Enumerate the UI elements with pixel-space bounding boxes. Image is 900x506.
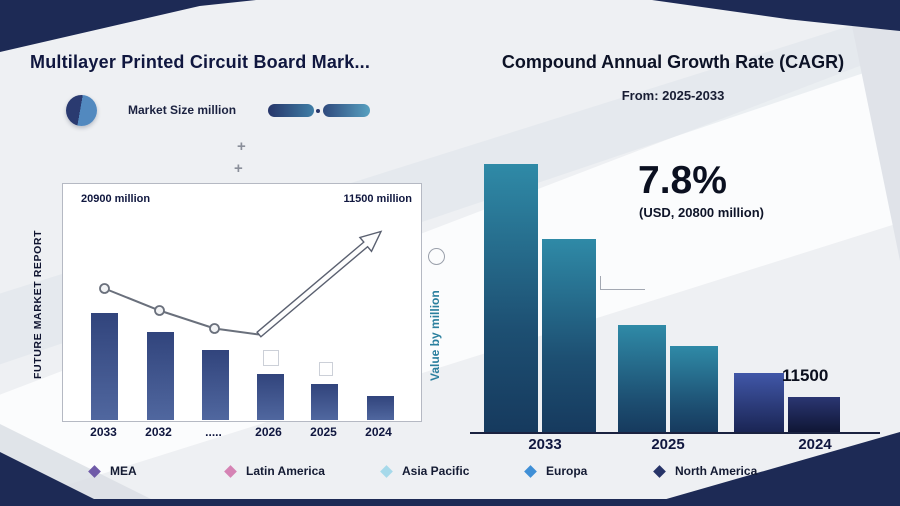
legend-item-latin-america: Latin America	[224, 464, 325, 478]
market-size-legend-label: Market Size million	[128, 103, 237, 117]
legend-item-asia-pacific: Asia Pacific	[380, 464, 470, 478]
value-annotation-11500: 11500	[782, 366, 829, 385]
diamond-icon	[88, 464, 101, 478]
pill-separator-dot	[316, 109, 320, 113]
left-panel-title: Multilayer Printed Circuit Board Mark...	[30, 52, 371, 72]
x-label: 2033	[90, 425, 117, 439]
legend-item-mea: MEA	[88, 464, 137, 478]
region-legend: MEA Latin America Asia Pacific Europa No…	[0, 464, 900, 490]
bar-2032	[147, 332, 174, 420]
legend-item-europa: Europa	[524, 464, 588, 478]
year-label: 2033	[528, 436, 562, 453]
plus-glyph: +	[237, 138, 246, 155]
chart-annotation-right: 11500 million	[343, 193, 412, 205]
bottom-strip	[0, 499, 900, 506]
cagr-bar-2033-b	[542, 239, 596, 432]
cagr-callout: 7.8% (USD, 20800 million)	[614, 159, 864, 220]
cagr-bar-2025-a	[618, 324, 666, 432]
x-label: 2025	[310, 425, 337, 439]
right-chart-x-axis: 2033 2025 2024	[470, 436, 880, 456]
right-panel-subtitle: From: 2025-2033	[621, 88, 725, 103]
legend-label: Latin America	[246, 464, 325, 478]
x-label: .....	[205, 425, 222, 439]
chart-annotation-left: 20900 million	[81, 193, 151, 205]
legend-label: Asia Pacific	[402, 464, 470, 478]
plus-glyph: +	[234, 160, 243, 177]
legend-label: MEA	[110, 464, 137, 478]
market-size-chart: 20900 million 11500 million	[62, 183, 422, 422]
square-outline-deco	[319, 362, 333, 376]
cagr-bar-2033-a	[484, 164, 538, 432]
cagr-detail: (USD, 20800 million)	[639, 204, 764, 220]
bar-2025	[311, 383, 338, 420]
square-outline-deco	[263, 350, 279, 366]
x-label: 2024	[365, 425, 392, 439]
diamond-icon	[524, 464, 537, 478]
diamond-icon	[224, 464, 237, 478]
year-label: 2024	[798, 436, 832, 453]
step-line-deco	[600, 276, 645, 290]
cagr-percentage: 7.8%	[638, 159, 727, 202]
cagr-bar-2024-a	[734, 373, 784, 432]
bar-2033	[91, 313, 118, 420]
diamond-icon	[653, 464, 666, 478]
right-panel-title: Compound Annual Growth Rate (CAGR)	[501, 52, 845, 72]
year-label: 2025	[651, 436, 685, 453]
legend-item-north-america: North America	[653, 464, 758, 478]
left-chart-vertical-axis-label: FUTURE MARKET REPORT	[32, 229, 44, 379]
top-right-corner-shape	[652, 0, 900, 31]
gradient-pill-left	[268, 104, 314, 117]
legend-label: Europa	[546, 464, 588, 478]
circle-outline-deco	[428, 248, 445, 265]
cagr-bar-2025-b	[670, 346, 718, 432]
bar-2026	[257, 374, 284, 420]
cagr-chart: 11500	[470, 150, 880, 434]
sphere-icon	[66, 95, 97, 126]
top-left-corner-shape	[0, 0, 256, 52]
legend-label: North America	[675, 464, 758, 478]
bar-mid	[202, 350, 229, 420]
x-label: 2032	[145, 425, 172, 439]
cagr-bar-2024-b	[788, 397, 840, 432]
left-chart-x-axis: 2033 2032 ..... 2026 2025 2024	[62, 425, 420, 443]
bar-2024	[367, 396, 394, 420]
gradient-pill-right	[323, 104, 370, 117]
value-by-million-label: Value by million	[428, 290, 442, 382]
diamond-icon	[380, 464, 393, 478]
x-label: 2026	[255, 425, 282, 439]
